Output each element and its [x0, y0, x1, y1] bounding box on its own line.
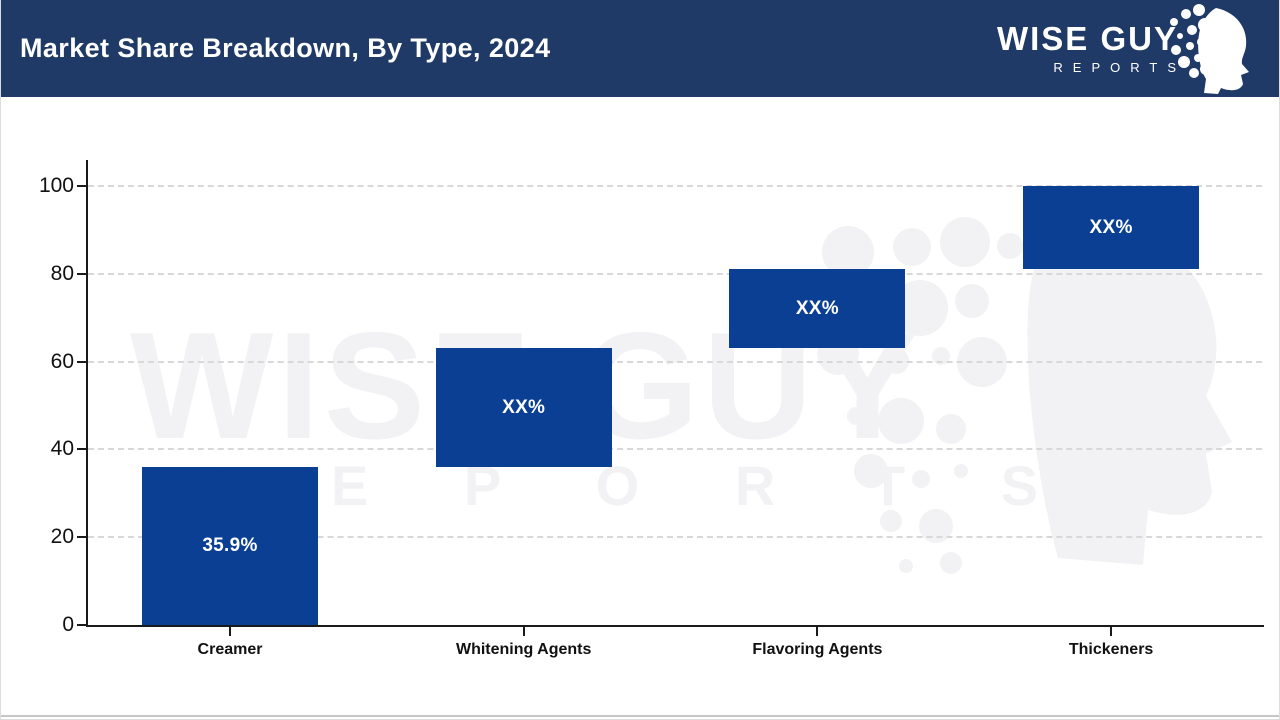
- gridline: [88, 536, 1262, 539]
- bar-value-label: XX%: [795, 297, 839, 319]
- y-tick-mark: [77, 360, 86, 363]
- bar-value-label: XX%: [502, 396, 546, 418]
- x-tick-mark: [229, 627, 231, 636]
- category-label: Whitening Agents: [455, 641, 592, 658]
- page-title: Market Share Breakdown, By Type, 2024: [20, 33, 551, 63]
- watermark-subtitle: R E P O R T S: [195, 454, 1078, 517]
- footer-rule: [0, 715, 1280, 717]
- bar-segment: XX%: [1023, 186, 1200, 270]
- y-tick-label: 60: [50, 349, 74, 373]
- y-tick-mark: [77, 448, 86, 451]
- category-label: Flavoring Agents: [752, 641, 883, 658]
- y-tick-mark: [77, 536, 86, 539]
- y-tick-label: 20: [50, 525, 74, 549]
- gridline: [88, 272, 1262, 275]
- x-axis-spine: [86, 625, 1264, 627]
- y-tick-label: 100: [38, 174, 74, 197]
- gridline: [88, 448, 1262, 451]
- bar-segment: 35.9%: [142, 467, 318, 625]
- y-tick-mark: [77, 185, 86, 187]
- bar-value-label: 35.9%: [202, 535, 258, 557]
- category-label: Creamer: [197, 641, 263, 658]
- category-label: Thickeners: [1068, 641, 1154, 658]
- bar-value-label: XX%: [1089, 216, 1133, 238]
- x-tick-mark: [1110, 627, 1113, 636]
- y-axis-spine: [86, 160, 88, 627]
- y-tick-label: 0: [62, 613, 74, 636]
- x-tick-mark: [816, 627, 819, 636]
- brand-logo: WISE GUY REPORTS: [996, 3, 1252, 94]
- dot-face-profile-icon: [1170, 3, 1249, 94]
- y-tick-mark: [77, 624, 86, 626]
- bar-segment: XX%: [729, 269, 906, 349]
- header-bar: Market Share Breakdown, By Type, 2024 WI…: [0, 0, 1280, 97]
- y-tick-label: 80: [50, 261, 74, 285]
- x-tick-mark: [522, 627, 525, 636]
- brand-subtitle: REPORTS: [1053, 60, 1186, 75]
- gridline: [88, 185, 1262, 187]
- gridline: [88, 360, 1262, 363]
- bar-segment: XX%: [435, 348, 612, 468]
- y-tick-mark: [77, 272, 86, 275]
- brand-wordmark: WISE GUY: [996, 20, 1178, 57]
- y-tick-label: 40: [50, 437, 74, 461]
